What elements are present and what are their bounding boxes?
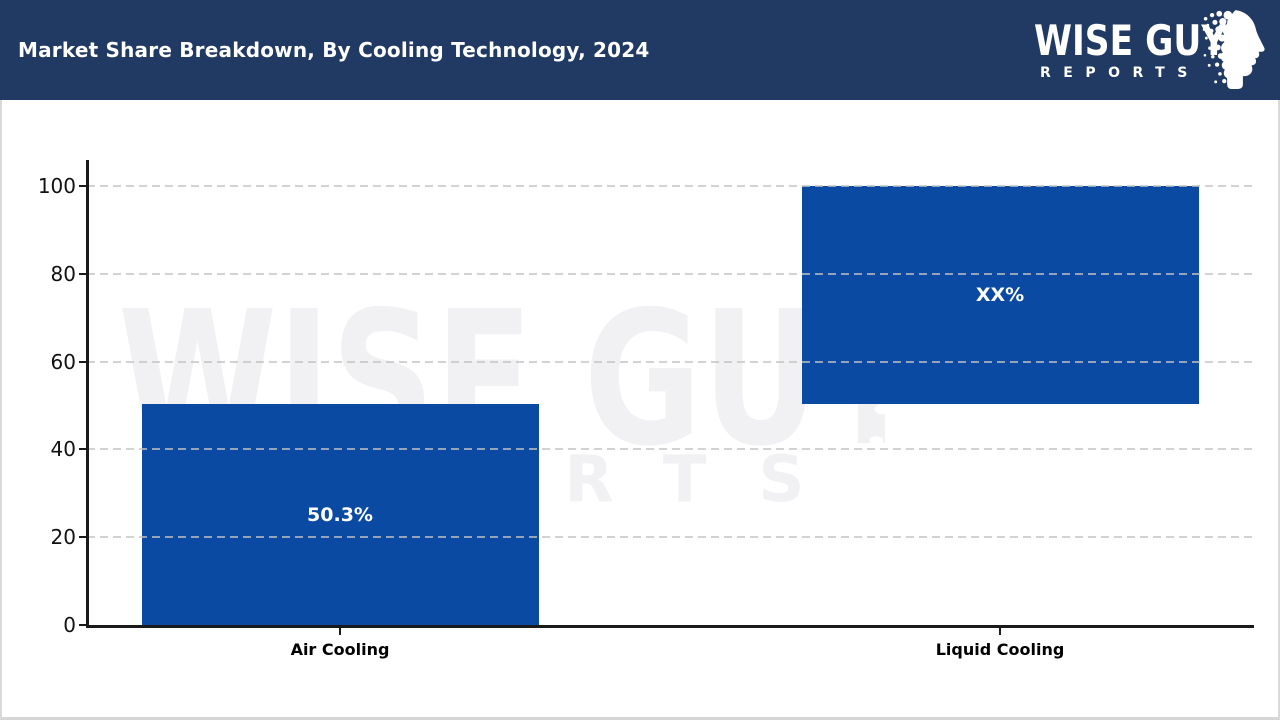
bar-air-cooling (141, 404, 539, 625)
header-band: Market Share Breakdown, By Cooling Techn… (0, 0, 1280, 100)
gridline-60 (87, 360, 1254, 363)
bar-liquid-cooling (801, 186, 1199, 405)
y-tick-mark (79, 185, 87, 187)
y-tick-mark (79, 536, 87, 539)
brand-logo: WISE GUY REPORTS (1006, 6, 1266, 96)
bar-value-label: 50.3% (307, 503, 373, 526)
page-title: Market Share Breakdown, By Cooling Techn… (18, 38, 650, 62)
gridline-40 (87, 448, 1254, 451)
y-tick-label: 80 (50, 261, 76, 286)
y-tick-label: 0 (63, 613, 76, 637)
gridline-100 (87, 185, 1254, 187)
y-axis-line (86, 160, 89, 627)
brand-subtitle-text: REPORTS (1040, 65, 1200, 81)
brand-name-text: WISE GUY (1034, 16, 1227, 65)
y-tick-label: 60 (50, 349, 76, 374)
y-tick-mark (79, 272, 87, 275)
x-category-label-2: Liquid Cooling (935, 640, 1065, 659)
y-tick-label: 100 (37, 174, 76, 198)
gridline-80 (87, 272, 1254, 275)
x-axis-line (86, 625, 1254, 628)
y-tick-label: 40 (50, 437, 76, 462)
gridline-20 (87, 536, 1254, 539)
x-tick-mark (999, 627, 1001, 635)
chart-canvas: WISE GUY REPORTS 02040608010050.3%XX%Air… (0, 100, 1280, 720)
y-tick-mark (79, 448, 87, 451)
watermark-dotted-face-icon (869, 384, 1167, 614)
x-category-label-1: Air Cooling (290, 640, 390, 659)
y-tick-label: 20 (50, 525, 76, 550)
y-tick-mark (79, 624, 87, 626)
plot-area: WISE GUY REPORTS 02040608010050.3%XX%Air… (0, 100, 1280, 717)
y-tick-mark (79, 360, 87, 363)
bar-value-label: XX% (975, 284, 1025, 307)
x-tick-mark (339, 627, 341, 635)
dotted-face-profile-icon (1202, 10, 1265, 89)
